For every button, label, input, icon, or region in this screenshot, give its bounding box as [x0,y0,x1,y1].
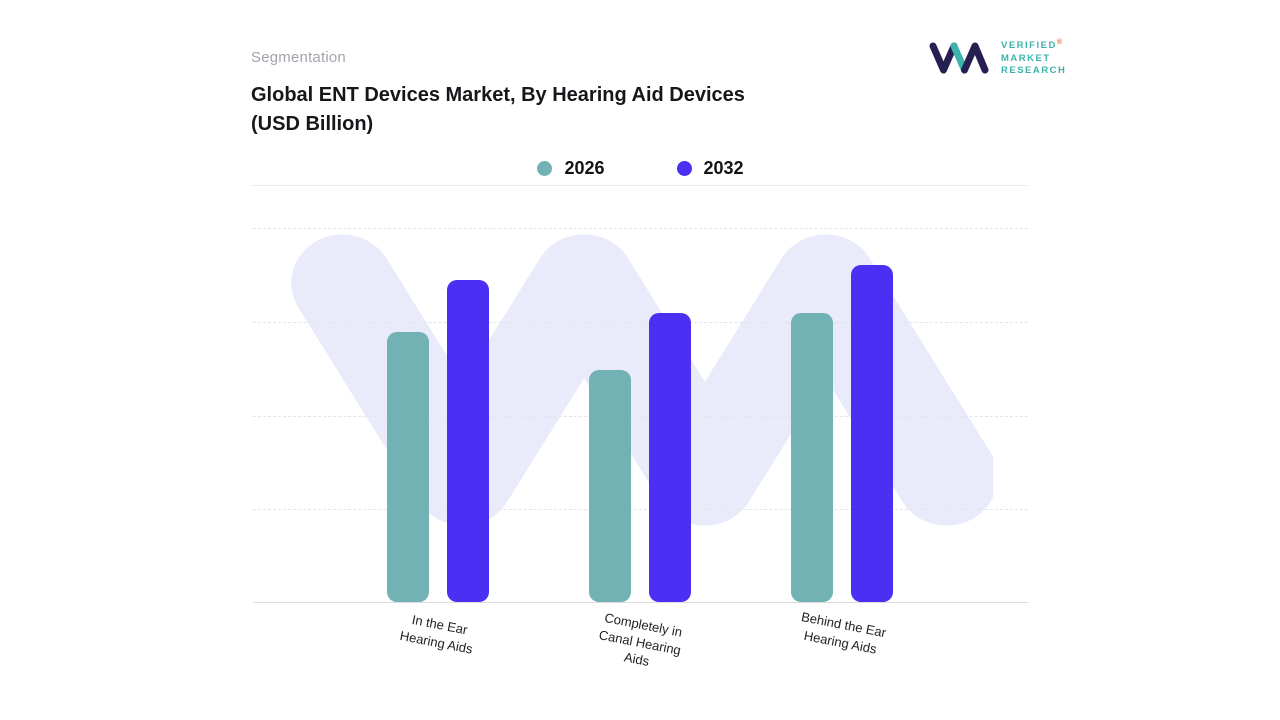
gridline [253,321,1028,323]
bar-chart-plot-area [253,228,1028,603]
bar-2032-category-1 [447,279,489,602]
legend-item-2026: 2026 [537,157,605,179]
chart-title-line2: (USD Billion) [251,113,374,135]
legend-item-2032: 2032 [676,157,744,179]
legend-dot-icon [537,160,553,176]
gridline [253,228,1028,229]
section-label: Segmentation [251,49,346,66]
x-axis-label-1: In the Ear Hearing Aids [398,611,474,657]
bar-group-3 [791,227,893,602]
chart-title: Global ENT Devices Market, By Hearing Ai… [251,81,871,139]
legend-label: 2026 [564,157,605,178]
logo-line-2: MARKET [1001,52,1051,64]
vmr-logo: VERIFIED® MARKET RESEARCH [928,38,1066,77]
gridline [253,415,1028,417]
chart-legend: 2026 2032 [253,154,1028,182]
legend-label: 2032 [703,157,744,178]
gridline [253,509,1028,511]
logo-line-3: RESEARCH [1001,64,1067,76]
bar-2032-category-3 [851,264,893,602]
legend-dot-icon [676,160,692,176]
bar-2026-category-1 [387,332,429,602]
chart-title-line1: Global ENT Devices Market, By Hearing Ai… [251,84,745,106]
bar-group-1 [387,227,489,602]
vmr-logo-mark-icon [929,42,989,74]
bar-2026-category-3 [791,313,833,602]
bar-group-2 [589,227,691,602]
header-divider [250,185,1028,186]
logo-line-1: VERIFIED® [1001,39,1062,52]
x-axis-label-2: Completely in Canal Hearing Aids [597,609,684,670]
bar-2026-category-2 [589,369,631,602]
bar-2032-category-2 [649,313,691,602]
vmr-logo-wordmark: VERIFIED® MARKET RESEARCH [1001,38,1066,77]
registered-mark: ® [1056,39,1062,46]
x-axis-label-3: Behind the Ear Hearing Aids [800,609,888,657]
x-axis-baseline [253,602,1028,603]
